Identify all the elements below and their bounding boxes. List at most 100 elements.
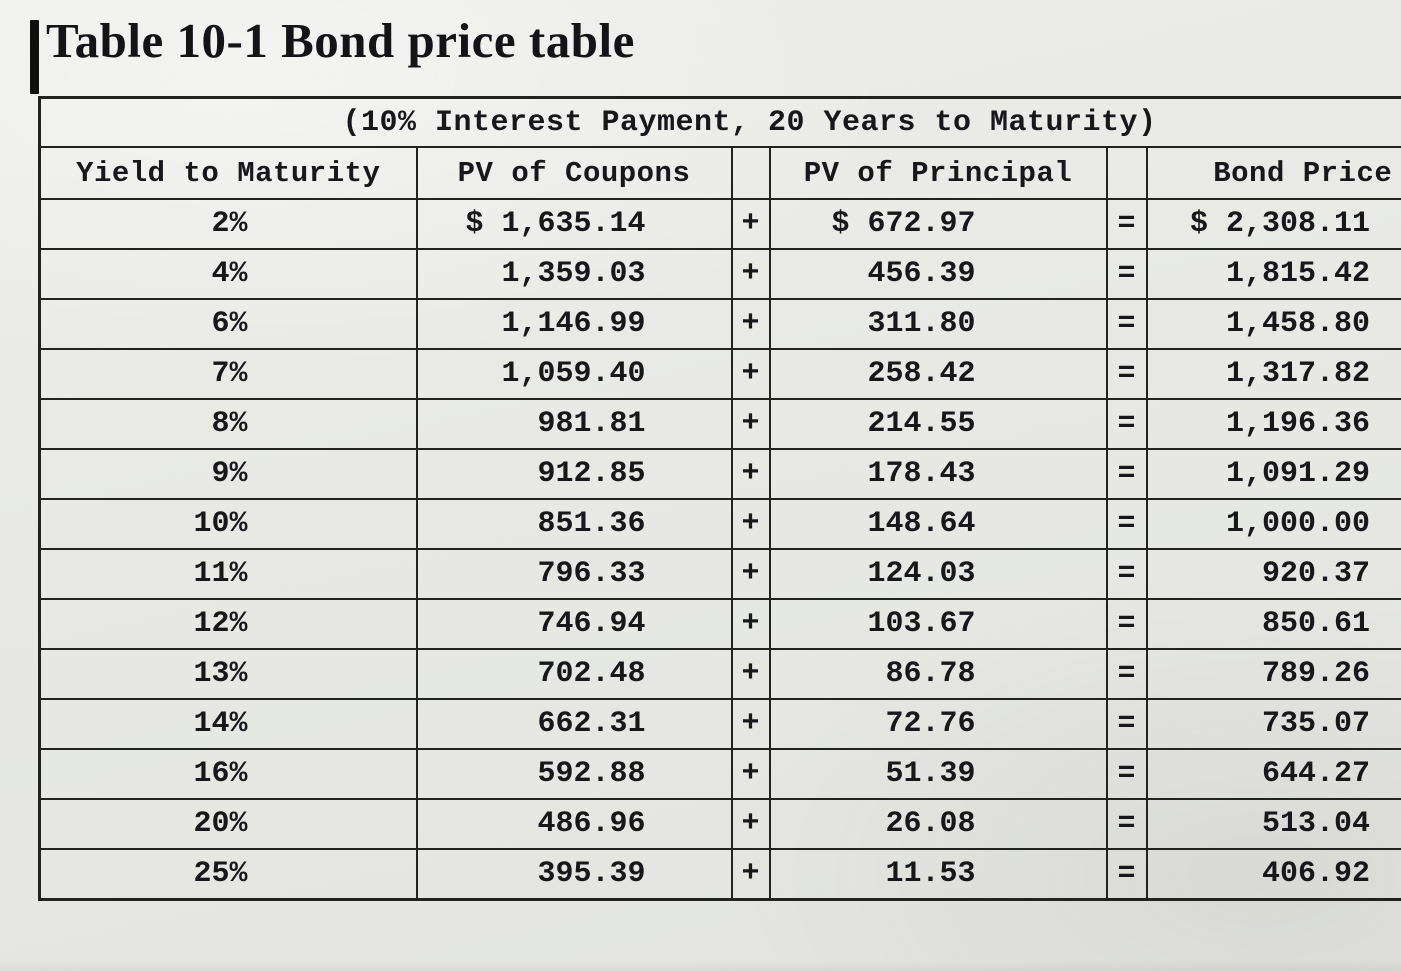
bond-price-cell: 1,317.82 [1145, 348, 1401, 401]
equals-operator: = [1105, 298, 1148, 351]
pv-of-principal-cell: 311.80 [768, 298, 1108, 351]
pv-of-coupons-cell: 981.81 [415, 398, 733, 451]
equals-operator: = [1105, 498, 1148, 551]
pv-of-coupons-cell: 1,359.03 [415, 248, 733, 301]
table-row: 12% 746.94 + 103.67 = 850.61 [38, 598, 1401, 651]
pv-of-principal-cell: $ 672.97 [768, 198, 1108, 251]
equals-operator: = [1105, 548, 1148, 601]
column-header-bond-price: Bond Price [1145, 146, 1401, 201]
table-row: 16% 592.88 + 51.39 = 644.27 [38, 748, 1401, 801]
yield-to-maturity-cell: 6% [38, 298, 418, 351]
table-caption: (10% Interest Payment, 20 Years to Matur… [38, 96, 1401, 149]
equals-operator: = [1105, 698, 1148, 751]
yield-to-maturity-cell: 13% [38, 648, 418, 701]
plus-operator: + [730, 648, 771, 701]
equals-operator: = [1105, 398, 1148, 451]
yield-to-maturity-cell: 16% [38, 748, 418, 801]
pv-of-principal-cell: 456.39 [768, 248, 1108, 301]
pv-of-coupons-cell: 746.94 [415, 598, 733, 651]
pv-of-principal-cell: 258.42 [768, 348, 1108, 401]
bond-price-cell: 406.92 [1145, 848, 1401, 901]
pv-of-principal-cell: 178.43 [768, 448, 1108, 501]
table-row: 11% 796.33 + 124.03 = 920.37 [38, 548, 1401, 601]
equals-operator: = [1105, 198, 1148, 251]
pv-of-coupons-cell: 702.48 [415, 648, 733, 701]
yield-to-maturity-cell: 2% [38, 198, 418, 251]
equals-operator: = [1105, 348, 1148, 401]
equals-operator: = [1105, 648, 1148, 701]
table-header-row: Yield to Maturity PV of Coupons PV of Pr… [38, 146, 1401, 201]
equals-operator: = [1105, 798, 1148, 851]
bond-price-cell: 1,091.29 [1145, 448, 1401, 501]
pv-of-coupons-cell: 1,146.99 [415, 298, 733, 351]
equals-operator: = [1105, 748, 1148, 801]
column-header-yield-to-maturity: Yield to Maturity [38, 146, 418, 201]
plus-operator: + [730, 698, 771, 751]
pv-of-coupons-cell: $ 1,635.14 [415, 198, 733, 251]
column-header-pv-of-coupons: PV of Coupons [415, 146, 733, 201]
table-row: 6% 1,146.99 + 311.80 = 1,458.80 [38, 298, 1401, 351]
equals-operator: = [1105, 598, 1148, 651]
yield-to-maturity-cell: 25% [38, 848, 418, 901]
pv-of-coupons-cell: 662.31 [415, 698, 733, 751]
yield-to-maturity-cell: 12% [38, 598, 418, 651]
bond-price-cell: $ 2,308.11 [1145, 198, 1401, 251]
plus-operator: + [730, 798, 771, 851]
column-header-pv-of-principal: PV of Principal [768, 146, 1108, 201]
page-title: Table 10-1 Bond price table [46, 13, 635, 68]
pv-of-coupons-cell: 912.85 [415, 448, 733, 501]
yield-to-maturity-cell: 10% [38, 498, 418, 551]
table-row: 9% 912.85 + 178.43 = 1,091.29 [38, 448, 1401, 501]
yield-to-maturity-cell: 7% [38, 348, 418, 401]
table-row: 13% 702.48 + 86.78 = 789.26 [38, 648, 1401, 701]
bond-price-cell: 1,458.80 [1145, 298, 1401, 351]
yield-to-maturity-cell: 14% [38, 698, 418, 751]
pv-of-coupons-cell: 486.96 [415, 798, 733, 851]
yield-to-maturity-cell: 4% [38, 248, 418, 301]
pv-of-principal-cell: 103.67 [768, 598, 1108, 651]
table-row: 10% 851.36 + 148.64 = 1,000.00 [38, 498, 1401, 551]
plus-operator: + [730, 848, 771, 901]
yield-to-maturity-cell: 8% [38, 398, 418, 451]
bond-price-cell: 789.26 [1145, 648, 1401, 701]
pv-of-principal-cell: 51.39 [768, 748, 1108, 801]
table-caption-row: (10% Interest Payment, 20 Years to Matur… [38, 96, 1401, 149]
table-body: 2% $ 1,635.14 + $ 672.97 = $ 2,308.11 4%… [38, 198, 1401, 901]
yield-to-maturity-cell: 11% [38, 548, 418, 601]
pv-of-principal-cell: 148.64 [768, 498, 1108, 551]
plus-operator: + [730, 248, 771, 301]
table-row: 4% 1,359.03 + 456.39 = 1,815.42 [38, 248, 1401, 301]
column-header-equals-spacer [1105, 146, 1148, 201]
pv-of-principal-cell: 26.08 [768, 798, 1108, 851]
equals-operator: = [1105, 848, 1148, 901]
bond-price-cell: 1,000.00 [1145, 498, 1401, 551]
plus-operator: + [730, 298, 771, 351]
pv-of-principal-cell: 11.53 [768, 848, 1108, 901]
plus-operator: + [730, 498, 771, 551]
bond-price-cell: 735.07 [1145, 698, 1401, 751]
bond-price-cell: 920.37 [1145, 548, 1401, 601]
table-row: 8% 981.81 + 214.55 = 1,196.36 [38, 398, 1401, 451]
plus-operator: + [730, 448, 771, 501]
bond-price-table: (10% Interest Payment, 20 Years to Matur… [38, 95, 1401, 901]
photo-shadow [0, 961, 1401, 971]
equals-operator: = [1105, 248, 1148, 301]
table-row: 25% 395.39 + 11.53 = 406.92 [38, 848, 1401, 901]
plus-operator: + [730, 398, 771, 451]
table-row: 7% 1,059.40 + 258.42 = 1,317.82 [38, 348, 1401, 401]
table-row: 14% 662.31 + 72.76 = 735.07 [38, 698, 1401, 751]
pv-of-principal-cell: 124.03 [768, 548, 1108, 601]
yield-to-maturity-cell: 20% [38, 798, 418, 851]
plus-operator: + [730, 598, 771, 651]
plus-operator: + [730, 198, 771, 251]
bond-price-cell: 1,196.36 [1145, 398, 1401, 451]
pv-of-coupons-cell: 1,059.40 [415, 348, 733, 401]
table-row: 20% 486.96 + 26.08 = 513.04 [38, 798, 1401, 851]
yield-to-maturity-cell: 9% [38, 448, 418, 501]
pv-of-coupons-cell: 592.88 [415, 748, 733, 801]
bond-price-cell: 644.27 [1145, 748, 1401, 801]
plus-operator: + [730, 348, 771, 401]
pv-of-principal-cell: 86.78 [768, 648, 1108, 701]
pv-of-principal-cell: 72.76 [768, 698, 1108, 751]
bond-price-cell: 1,815.42 [1145, 248, 1401, 301]
